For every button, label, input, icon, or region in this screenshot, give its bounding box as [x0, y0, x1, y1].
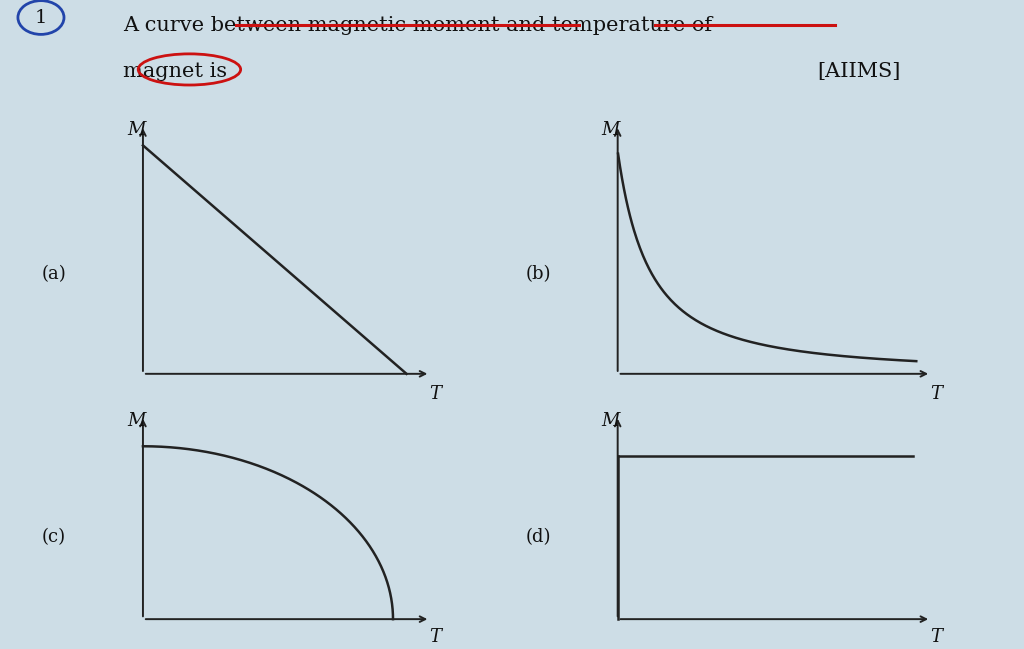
- Text: T: T: [931, 386, 942, 403]
- Text: [AIIMS]: [AIIMS]: [818, 62, 901, 80]
- Text: 1: 1: [35, 8, 47, 27]
- Text: (d): (d): [525, 528, 551, 546]
- Text: (b): (b): [525, 265, 551, 283]
- Text: T: T: [931, 628, 942, 646]
- Text: T: T: [429, 628, 441, 646]
- Text: M: M: [601, 412, 620, 430]
- Text: M: M: [127, 121, 145, 139]
- Text: (a): (a): [42, 265, 67, 283]
- Text: (c): (c): [42, 528, 66, 546]
- Text: T: T: [429, 386, 441, 403]
- Text: M: M: [127, 412, 145, 430]
- Text: A curve between magnetic moment and temperature of: A curve between magnetic moment and temp…: [123, 16, 712, 35]
- Text: magnet is: magnet is: [123, 62, 227, 80]
- Text: M: M: [601, 121, 620, 139]
